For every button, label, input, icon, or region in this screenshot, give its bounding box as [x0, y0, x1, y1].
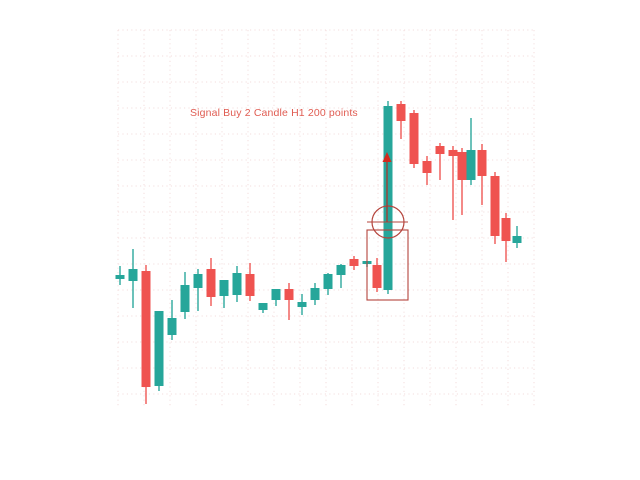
- candle-body: [336, 265, 346, 275]
- candle-body: [232, 273, 242, 295]
- candle-body: [383, 106, 393, 290]
- signal-annotation-label: Signal Buy 2 Candle H1 200 points: [190, 107, 358, 119]
- candle: [284, 283, 294, 320]
- candle: [154, 311, 164, 391]
- signal-marker-layer: [366, 152, 409, 301]
- candle-body: [258, 303, 268, 310]
- candle: [180, 272, 190, 319]
- candle: [383, 101, 393, 294]
- candle: [372, 258, 382, 292]
- candle-body: [141, 271, 151, 387]
- candle: [271, 289, 281, 306]
- candle: [232, 266, 242, 302]
- candle: [167, 300, 177, 340]
- candle: [490, 172, 500, 244]
- candle-body: [349, 259, 359, 266]
- candle-body: [310, 288, 320, 300]
- candle-body: [271, 289, 281, 300]
- candle: [323, 273, 333, 295]
- buy-arrow-head-icon: [382, 152, 392, 162]
- candle-body: [372, 265, 382, 288]
- candle: [297, 294, 307, 315]
- candle: [336, 264, 346, 288]
- candle: [512, 226, 522, 248]
- candle: [193, 269, 203, 311]
- candle-layer: [115, 101, 522, 404]
- candle: [457, 148, 467, 215]
- candle: [310, 283, 320, 305]
- signal-circle: [371, 205, 405, 239]
- candle: [141, 265, 151, 404]
- candle-body: [115, 275, 125, 279]
- candle: [422, 156, 432, 185]
- candle-body: [422, 161, 432, 173]
- candle: [349, 256, 359, 270]
- candle-body: [409, 113, 419, 164]
- candle: [501, 213, 511, 262]
- candle-body: [297, 302, 307, 307]
- candle: [115, 266, 125, 285]
- candle-body: [206, 269, 216, 297]
- candle-body: [435, 146, 445, 154]
- candle: [258, 303, 268, 313]
- candle-body: [501, 218, 511, 241]
- candle-body: [457, 152, 467, 180]
- candle-body: [167, 318, 177, 335]
- candle-body: [477, 150, 487, 176]
- candle-body: [154, 311, 164, 386]
- candle: [466, 118, 476, 185]
- candle-body: [128, 269, 138, 281]
- candle-body: [180, 285, 190, 312]
- candle-body: [219, 280, 229, 296]
- candle-body: [512, 236, 522, 243]
- candle-body: [193, 274, 203, 288]
- candle-body: [490, 176, 500, 236]
- candle-body: [284, 289, 294, 300]
- candle: [409, 110, 419, 168]
- candle: [206, 258, 216, 306]
- candle-body: [323, 274, 333, 289]
- candle-body: [245, 274, 255, 296]
- candle-body: [396, 104, 406, 121]
- candle: [245, 263, 255, 301]
- candle: [448, 146, 458, 220]
- candle-body: [466, 150, 476, 180]
- candle: [477, 144, 487, 205]
- signal-box: [366, 229, 409, 301]
- candle: [435, 143, 445, 180]
- candle: [219, 280, 229, 308]
- candle: [396, 101, 406, 139]
- grid-layer: [117, 29, 535, 408]
- candle: [128, 249, 138, 308]
- candle-body: [448, 150, 458, 156]
